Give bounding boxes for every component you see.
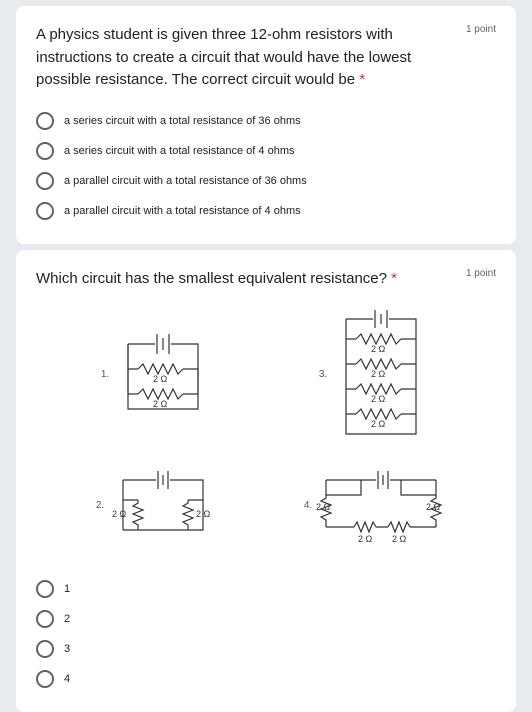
option-row[interactable]: a series circuit with a total resistance… [36,136,496,166]
resistor-label: 2 Ω [196,509,211,519]
circuit-4-svg: 2 Ω 2 Ω 2 Ω 2 Ω [316,465,446,545]
circuit-number: 1. [101,369,109,380]
option-row[interactable]: 2 [36,604,496,634]
radio-icon[interactable] [36,580,54,598]
circuit-number: 4. [304,500,312,511]
resistor-label: 2 Ω [153,399,168,409]
option-row[interactable]: a parallel circuit with a total resistan… [36,166,496,196]
option-row[interactable]: 3 [36,634,496,664]
options-group: 1 2 3 4 [36,574,496,694]
question-header: A physics student is given three 12-ohm … [36,24,496,92]
circuit-4: 4. [272,450,478,560]
points-label: 1 point [466,24,496,35]
option-row[interactable]: 1 [36,574,496,604]
question-header: Which circuit has the smallest equivalen… [36,268,496,291]
circuit-number: 2. [96,500,104,511]
question-text-content: Which circuit has the smallest equivalen… [36,270,387,287]
radio-icon[interactable] [36,640,54,658]
radio-icon[interactable] [36,112,54,130]
option-label: 1 [64,583,70,595]
circuit-diagrams: 1. 2 Ω [36,304,496,560]
resistor-label: 2 Ω [371,394,386,404]
required-asterisk: * [391,270,397,287]
question-text: Which circuit has the smallest equivalen… [36,268,456,291]
radio-icon[interactable] [36,202,54,220]
option-row[interactable]: 4 [36,664,496,694]
radio-icon[interactable] [36,610,54,628]
question-text: A physics student is given three 12-ohm … [36,24,456,92]
resistor-label: 2 Ω [426,502,441,512]
option-label: a parallel circuit with a total resistan… [64,205,301,217]
circuit-1-svg: 2 Ω 2 Ω [113,324,213,424]
resistor-label: 2 Ω [371,344,386,354]
radio-icon[interactable] [36,142,54,160]
option-label: a series circuit with a total resistance… [64,145,294,157]
circuit-3: 3. 2 Ω 2 Ω 2 Ω 2 Ω [272,304,478,444]
question-card-2: Which circuit has the smallest equivalen… [16,250,516,712]
option-label: a series circuit with a total resistance… [64,115,301,127]
option-label: 3 [64,643,70,655]
circuit-number: 3. [319,369,327,380]
question-card-1: A physics student is given three 12-ohm … [16,6,516,244]
question-text-content: A physics student is given three 12-ohm … [36,26,411,88]
option-row[interactable]: a series circuit with a total resistance… [36,106,496,136]
radio-icon[interactable] [36,670,54,688]
points-label: 1 point [466,268,496,279]
resistor-label: 2 Ω [371,369,386,379]
resistor-label: 2 Ω [316,502,331,512]
resistor-label: 2 Ω [358,534,373,544]
resistor-label: 2 Ω [392,534,407,544]
circuit-2-svg: 2 Ω 2 Ω [108,465,218,545]
resistor-label: 2 Ω [153,374,168,384]
circuit-3-svg: 2 Ω 2 Ω 2 Ω 2 Ω [331,304,431,444]
options-group: a series circuit with a total resistance… [36,106,496,226]
circuit-1: 1. 2 Ω [54,304,260,444]
resistor-label: 2 Ω [112,509,127,519]
radio-icon[interactable] [36,172,54,190]
option-label: 4 [64,673,70,685]
required-asterisk: * [359,71,365,88]
option-label: a parallel circuit with a total resistan… [64,175,307,187]
circuit-2: 2. 2 Ω 2 Ω [54,450,260,560]
resistor-label: 2 Ω [371,419,386,429]
option-label: 2 [64,613,70,625]
option-row[interactable]: a parallel circuit with a total resistan… [36,196,496,226]
